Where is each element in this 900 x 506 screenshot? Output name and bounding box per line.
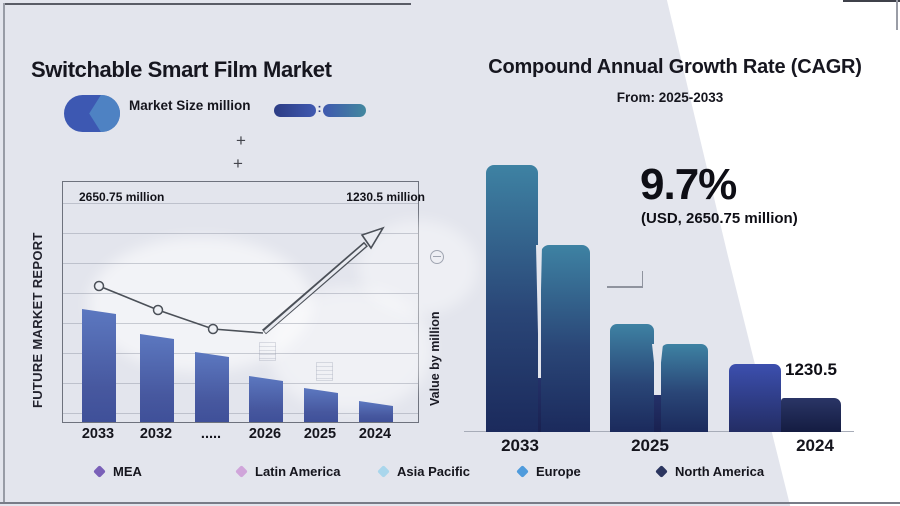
x-label-2025: 2025 (303, 426, 337, 442)
legend-marker-mea (93, 465, 106, 478)
right-chart-subtitle: From: 2025-2033 (616, 90, 724, 105)
x-label-2024: 2024 (358, 426, 392, 442)
callout-line (607, 286, 643, 288)
bar-2033-a (486, 165, 538, 432)
bar-2033 (82, 309, 116, 422)
legend-label: North America (675, 464, 765, 479)
x-label-2026: 2026 (248, 426, 282, 442)
value-axis-label: Value by million (428, 311, 442, 406)
legend-marker-north-america (655, 465, 668, 478)
cagr-detail: (USD, 2650.75 million) (641, 210, 798, 227)
plus-mark-top: + (236, 131, 246, 150)
cagr-value: 9.7% (640, 160, 737, 209)
bar-2025-a (610, 324, 654, 432)
bar-ellipsis-years (195, 352, 229, 422)
legend-label: Latin America (255, 464, 341, 479)
x-label-ellipsis: ..... (200, 426, 222, 442)
capsule-facet (89, 95, 120, 132)
bar-value-annotation: 1230.5 (785, 360, 837, 379)
bar-2032 (140, 334, 174, 422)
bar-2024-a (729, 364, 781, 432)
legend-marker-asia-pacific (377, 465, 390, 478)
x-label-2024: 2024 (796, 436, 834, 455)
legend-marker-latin-america (235, 465, 248, 478)
bar-2024 (359, 401, 393, 422)
right-chart-title: Compound Annual Growth Rate (CAGR) (488, 56, 862, 78)
bar-2025 (304, 388, 338, 422)
legend-label: Europe (536, 464, 581, 479)
x-label-2033: 2033 (81, 426, 115, 442)
trend-line-and-arrow (93, 226, 385, 335)
frame-top-line (3, 3, 411, 5)
plus-mark-bottom: + (233, 154, 243, 173)
frame-right-line (896, 0, 898, 30)
x-label-2025: 2025 (631, 436, 669, 455)
ratio-pill-right-icon (323, 104, 366, 117)
minus-circle-icon (430, 250, 444, 264)
gridlines (63, 203, 418, 415)
legend-item-asia-pacific: Asia Pacific (377, 464, 470, 479)
cloud-decor (88, 237, 313, 372)
market-size-label: Market Size million (129, 98, 251, 113)
market-size-capsule-icon (64, 95, 120, 132)
left-chart-plot-area: 2650.75 million 1230.5 million (62, 181, 478, 423)
ratio-colon: : (317, 101, 322, 115)
bar-2025-b (661, 344, 708, 432)
bar-2033-b (541, 245, 590, 432)
callout-line (641, 271, 643, 287)
legend-label: Asia Pacific (397, 464, 470, 479)
x-label-2033: 2033 (501, 436, 539, 455)
bar-2026 (249, 376, 283, 422)
bar-gap-notch (652, 344, 663, 395)
start-value-label: 2650.75 million (79, 190, 165, 204)
bar-gap-notch (536, 245, 542, 378)
document-watermark-icon (259, 342, 276, 361)
legend-item-europe: Europe (516, 464, 581, 479)
legend-item-north-america: North America (655, 464, 765, 479)
frame-top-right-line (843, 0, 900, 2)
frame-bottom-line (0, 502, 900, 504)
legend-marker-europe (516, 465, 529, 478)
legend-item-latin-america: Latin America (235, 464, 341, 479)
ratio-pill-left-icon (274, 104, 316, 117)
x-label-2032: 2032 (139, 426, 173, 442)
left-chart-title: Switchable Smart Film Market (31, 57, 332, 82)
frame-left-line (3, 3, 5, 503)
future-market-report-watermark: FUTURE MARKET REPORT (30, 232, 45, 408)
end-value-label: 1230.5 million (346, 190, 425, 204)
legend-label: MEA (113, 464, 142, 479)
document-watermark-icon (316, 362, 333, 381)
bar-2024-b (781, 398, 841, 432)
legend-item-mea: MEA (93, 464, 142, 479)
